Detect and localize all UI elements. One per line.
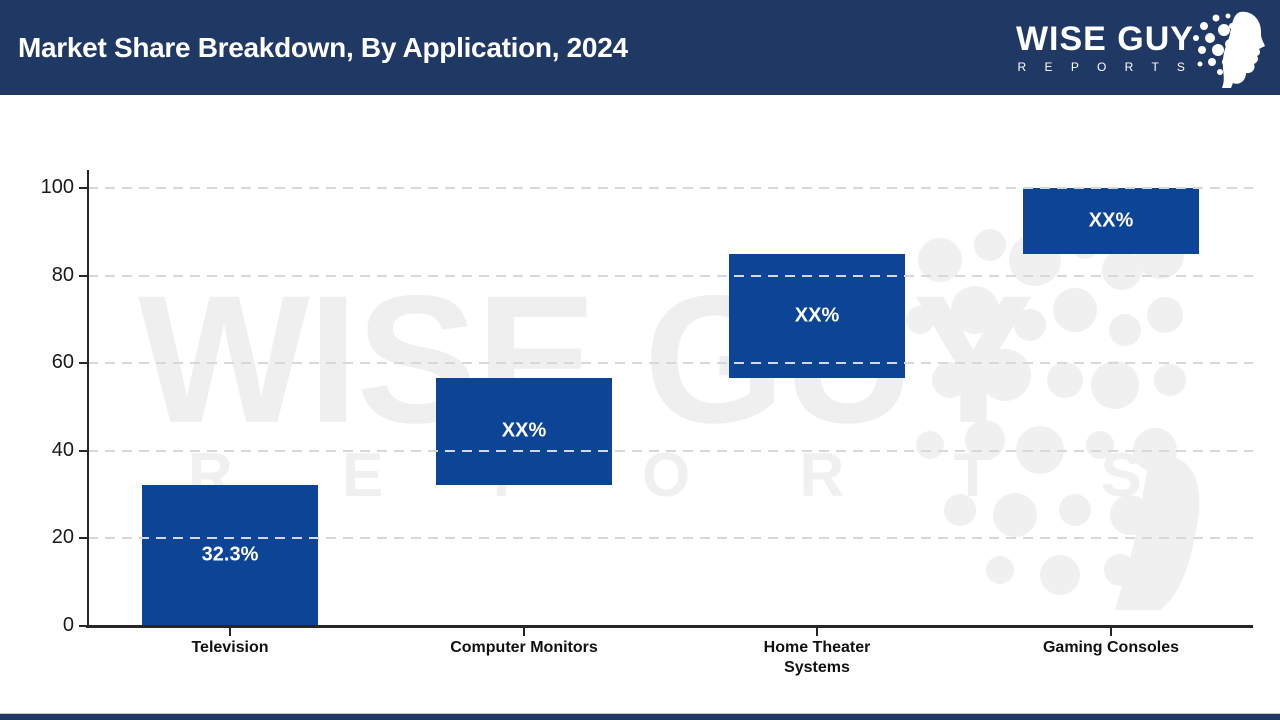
gridline — [88, 362, 1253, 365]
y-tick-mark — [79, 187, 87, 189]
bar-value-label: XX% — [794, 304, 840, 327]
y-tick-label: 20 — [51, 526, 74, 549]
x-category-label: Computer Monitors — [450, 639, 598, 656]
x-tick-mark — [816, 628, 818, 636]
gridline — [88, 537, 1253, 540]
y-tick-mark — [79, 625, 87, 627]
logo-wordmark: WISE GUY — [1015, 20, 1194, 58]
x-category-label: Home Theater Systems — [763, 639, 871, 676]
bar-value-label: XX% — [501, 419, 547, 442]
y-tick-mark — [79, 537, 87, 540]
bar-computer-monitors — [436, 378, 612, 485]
header-banner: Market Share Breakdown, By Application, … — [0, 0, 1280, 95]
x-category-label: Television — [191, 639, 269, 656]
y-axis-line — [87, 170, 89, 627]
y-tick-label: 60 — [51, 351, 74, 374]
footer-bar — [0, 713, 1280, 720]
logo-reports-text: R E P O R T S — [1017, 60, 1193, 74]
y-tick-label: 80 — [51, 263, 74, 286]
bar-value-label: 32.3% — [201, 543, 259, 566]
gridline — [88, 274, 1253, 277]
chart-title: Market Share Breakdown, By Application, … — [18, 31, 628, 63]
y-tick-mark — [79, 274, 87, 277]
y-tick-label: 40 — [51, 438, 74, 461]
x-axis-line — [86, 625, 1253, 628]
y-tick-mark — [79, 362, 87, 365]
y-tick-mark — [79, 449, 87, 452]
x-tick-mark — [229, 628, 231, 636]
y-tick-label: 0 — [62, 614, 74, 636]
bar-television — [142, 484, 318, 626]
brand-logo: WISE GUY R E P O R T S — [1016, 6, 1266, 90]
gridline — [88, 187, 1253, 189]
y-tick-label: 100 — [40, 176, 74, 198]
bar-value-label: XX% — [1088, 209, 1134, 232]
x-tick-mark — [1110, 628, 1112, 636]
logo-face-icon — [1193, 11, 1265, 89]
x-category-label: Gaming Consoles — [1042, 639, 1180, 656]
bar-gaming-consoles — [1023, 188, 1199, 255]
gridline — [88, 449, 1253, 452]
x-tick-mark — [523, 628, 525, 636]
